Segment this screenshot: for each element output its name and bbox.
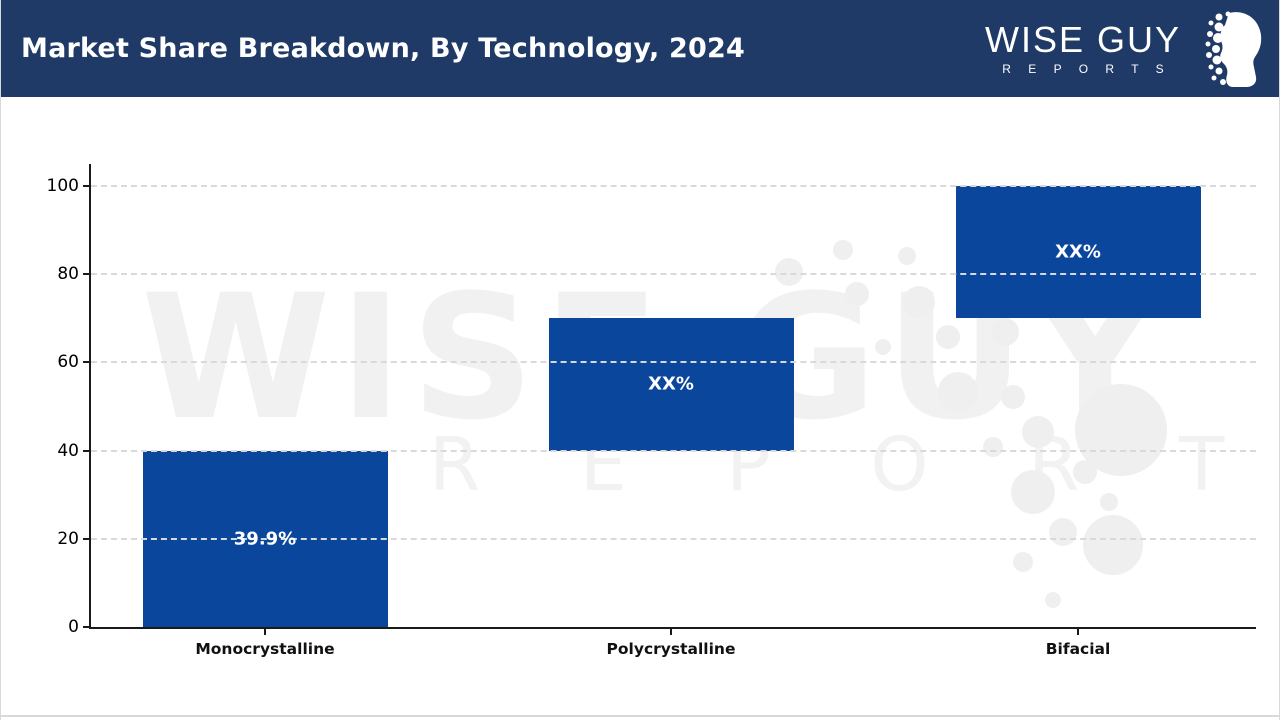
y-axis-tick-label: 100: [46, 176, 79, 196]
logo-wordmark: WISE GUY R E P O R T S: [984, 18, 1181, 76]
logo-head-icon: [1205, 11, 1262, 87]
wise-guy-logo: WISE GUY R E P O R T S: [985, 7, 1267, 91]
y-axis-tick-label: 60: [57, 352, 79, 373]
bar-value-label: 39.9%: [233, 528, 297, 550]
bottom-rule: [1, 715, 1279, 717]
x-axis-spine: [89, 627, 1256, 629]
y-axis-tick-label: 0: [68, 617, 79, 637]
y-axis-spine: [89, 164, 91, 629]
y-axis-tick-mark: [83, 185, 91, 187]
bar-polycrystalline: [548, 318, 794, 451]
gridline-40: [91, 449, 1256, 452]
x-axis-tick-mark: [264, 627, 266, 635]
bar-value-label: XX%: [1055, 241, 1101, 263]
y-axis-tick-mark: [83, 449, 91, 452]
logo-subtitle: R E P O R T S: [1002, 61, 1171, 76]
page-title: Market Share Breakdown, By Technology, 2…: [21, 33, 746, 64]
header-banner: Market Share Breakdown, By Technology, 2…: [1, 0, 1279, 97]
x-axis-tick-mark: [670, 627, 672, 635]
x-axis-category-label: Bifacial: [1045, 640, 1111, 658]
x-axis-tick-mark: [1077, 627, 1079, 635]
bar-bifacial: [955, 186, 1201, 319]
y-axis-tick-mark: [83, 361, 91, 364]
y-axis-tick-mark: [83, 537, 91, 540]
y-axis-tick-label: 40: [57, 440, 79, 461]
x-axis-category-label: Polycrystalline: [606, 640, 736, 658]
y-axis-tick-mark: [83, 273, 91, 276]
y-axis-tick-label: 80: [57, 264, 79, 285]
y-axis-tick-label: 20: [57, 528, 79, 549]
bar-value-label: XX%: [648, 373, 694, 395]
gridline-60: [91, 361, 1256, 364]
gridline-80: [91, 273, 1256, 276]
gridline-100: [91, 185, 1256, 187]
x-axis-category-label: Monocrystalline: [195, 640, 335, 658]
logo-name: WISE GUY: [984, 18, 1181, 60]
y-axis-tick-mark: [83, 626, 91, 628]
gridline-20: [91, 537, 1256, 540]
